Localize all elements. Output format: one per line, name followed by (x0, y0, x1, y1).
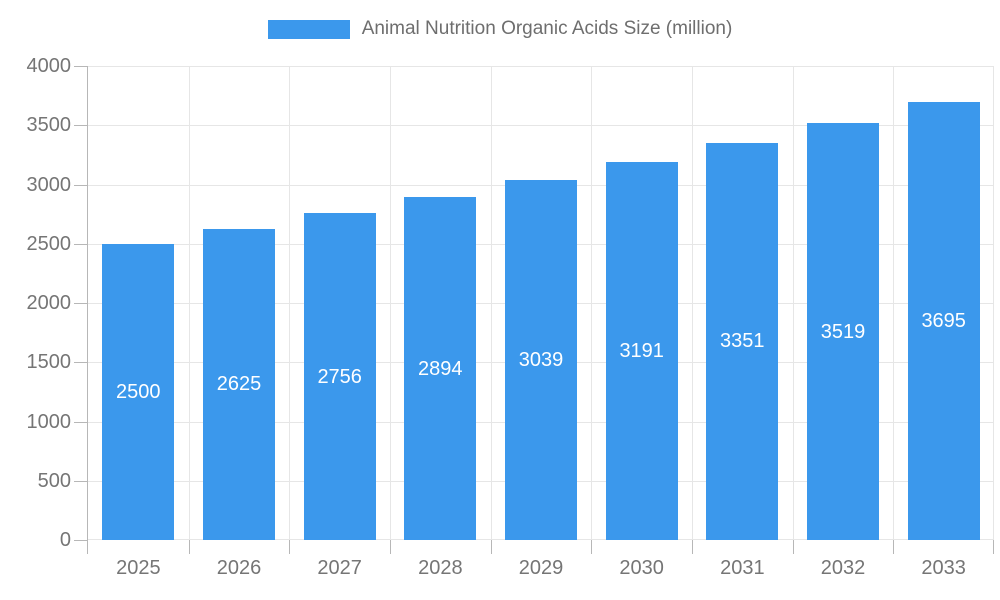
bar[interactable]: 2500 (102, 243, 175, 540)
y-tick-label: 0 (59, 529, 71, 551)
x-tick-label: 2031 (720, 557, 765, 579)
bar[interactable]: 3519 (807, 123, 879, 540)
y-tick-label: 4000 (26, 55, 72, 77)
y-tick-mark (74, 362, 88, 364)
x-tick-mark (289, 540, 290, 554)
bar-value-label: 3519 (820, 320, 866, 343)
bar[interactable]: 2894 (404, 197, 477, 540)
x-tick-mark (591, 540, 592, 554)
y-tick-mark (74, 125, 88, 127)
x-tick-mark (491, 540, 492, 554)
x-tick-label: 2025 (116, 557, 161, 579)
y-tick-mark (74, 303, 88, 304)
y-tick-label: 2500 (26, 232, 72, 255)
y-tick-label: 1000 (26, 410, 72, 433)
grid-line-h (88, 125, 993, 127)
x-tick-label: 2030 (619, 557, 664, 579)
y-tick-label: 500 (37, 469, 71, 492)
grid-line-h (88, 66, 993, 67)
x-tick-label: 2032 (820, 557, 866, 579)
bar-value-label: 2894 (418, 357, 463, 380)
x-tick-mark (87, 540, 88, 554)
grid-line-v (390, 66, 391, 540)
y-tick-mark (74, 66, 88, 67)
bar[interactable]: 3351 (706, 142, 779, 540)
x-tick-mark (993, 540, 994, 554)
y-tick-mark (74, 540, 88, 541)
plot-area: 0 500 1000 1500 2000 2500 3000 3500 4000 2500 2025… (27, 55, 994, 579)
bar-value-label: 2756 (317, 365, 362, 388)
x-tick-mark (189, 540, 190, 554)
grid-line-v (993, 66, 994, 540)
bar[interactable]: 2756 (303, 213, 376, 540)
x-tick-label: 2029 (518, 557, 564, 579)
grid-line-v (893, 66, 894, 540)
x-tick-label: 2027 (317, 557, 362, 579)
grid-line-v (793, 66, 794, 540)
bar-value-label: 3695 (921, 310, 966, 333)
x-tick-mark (793, 540, 794, 554)
bar-value-label: 3351 (720, 330, 765, 353)
x-tick-label: 2033 (921, 557, 966, 579)
grid-line-v (591, 66, 592, 540)
x-tick-label: 2026 (216, 557, 262, 579)
legend-label: Animal Nutrition Organic Acids Size (mil… (361, 18, 733, 39)
y-tick-label: 3500 (26, 114, 72, 137)
grid-line-v (289, 66, 290, 540)
x-tick-mark (692, 540, 693, 554)
grid-line-v (491, 66, 492, 540)
bar-value-label: 3191 (619, 339, 664, 362)
x-tick-mark (893, 540, 894, 554)
y-tick-label: 2000 (26, 292, 72, 314)
x-tick-mark (390, 540, 391, 554)
bar-value-label: 2500 (116, 380, 161, 403)
y-tick-label: 3000 (26, 173, 72, 196)
grid-line-v (189, 66, 190, 540)
y-tick-mark (74, 421, 88, 423)
bar-value-label: 2625 (216, 373, 262, 396)
y-tick-mark (74, 480, 88, 482)
legend: Animal Nutrition Organic Acids Size (mil… (0, 18, 1000, 40)
bar[interactable]: 3695 (907, 102, 980, 540)
y-tick-label: 1500 (26, 351, 72, 374)
bar[interactable]: 3191 (605, 161, 678, 540)
y-tick-mark (74, 243, 88, 245)
legend-swatch (267, 19, 350, 39)
bar-value-label: 3039 (518, 348, 564, 371)
y-tick-mark (74, 184, 88, 186)
x-tick-label: 2028 (418, 557, 463, 579)
bar[interactable]: 3039 (505, 179, 577, 540)
bar[interactable]: 2625 (203, 228, 275, 540)
grid-line-v (692, 66, 693, 540)
